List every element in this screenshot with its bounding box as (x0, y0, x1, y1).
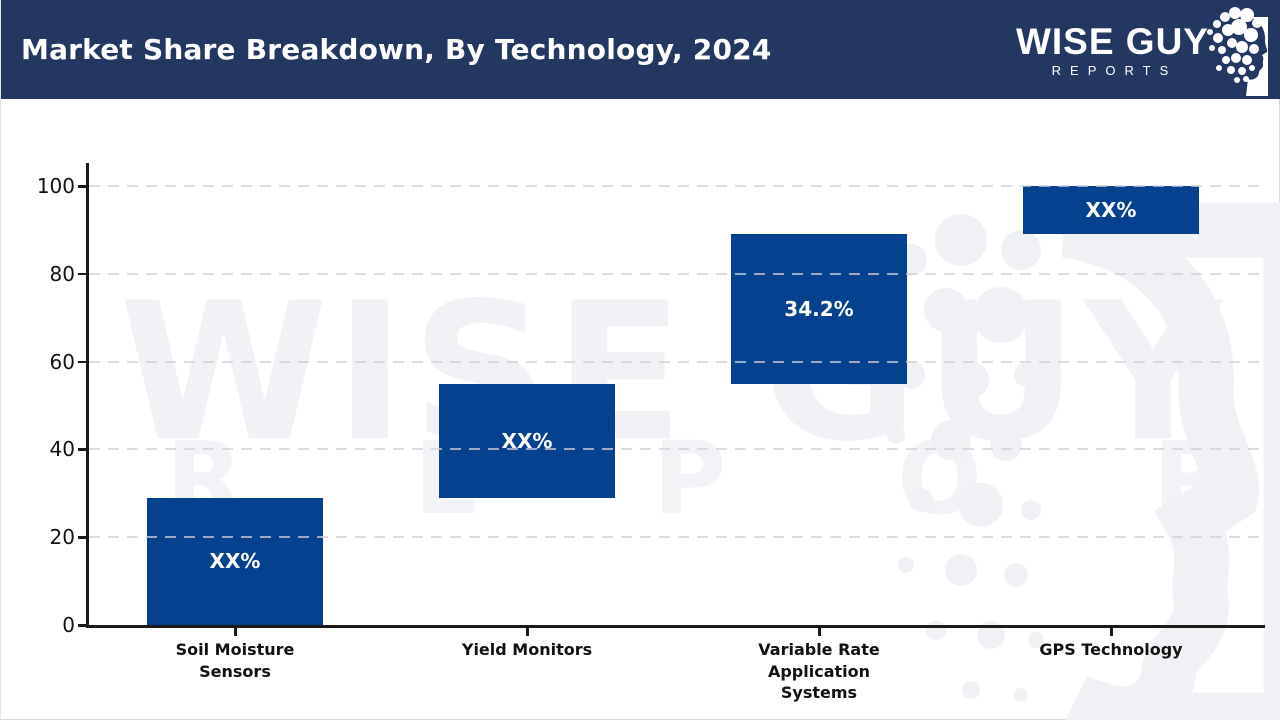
x-axis-spine (89, 625, 1265, 628)
watermark-text-line1: WISE GUY (119, 262, 1228, 483)
y-gridline (89, 536, 1263, 539)
bar-segment: 34.2% (731, 234, 907, 385)
brand-logo-text: WISE GUY REPORTS (1016, 23, 1209, 77)
header-bar: Market Share Breakdown, By Technology, 2… (1, 0, 1280, 99)
y-tick (78, 360, 86, 364)
bar-value-label: XX% (1085, 198, 1137, 223)
y-gridline (89, 448, 1263, 451)
y-tick (78, 272, 86, 276)
y-tick-label: 40 (49, 437, 75, 462)
y-gridline (89, 360, 1263, 363)
x-tick (526, 628, 529, 636)
brand-dotted-head-icon (1207, 6, 1268, 96)
x-tick (234, 628, 237, 636)
y-axis-spine (86, 163, 89, 628)
y-tick-label: 80 (49, 261, 75, 286)
y-gridline (89, 185, 1263, 187)
watermark-text-line2: R E P O R T S (166, 420, 1280, 537)
y-tick-label: 100 (36, 174, 75, 198)
chart-title: Market Share Breakdown, By Technology, 2… (21, 33, 772, 66)
y-tick-label: 20 (49, 525, 75, 550)
brand-subname: REPORTS (1051, 62, 1178, 78)
brand-logo: WISE GUY REPORTS (1016, 4, 1269, 96)
y-tick (78, 185, 86, 188)
y-gridline (89, 272, 1263, 275)
y-tick-label: 0 (62, 613, 75, 637)
brand-name: WISE GUY (1015, 20, 1209, 62)
x-category-label: Yield Monitors (461, 640, 593, 659)
y-tick (78, 624, 86, 627)
y-tick (78, 536, 86, 539)
bar-segment: XX% (439, 384, 615, 498)
x-tick (1110, 628, 1113, 636)
x-category-label: GPS Technology (1039, 640, 1183, 659)
y-tick (78, 448, 86, 451)
x-tick (818, 628, 821, 636)
bar-segment: XX% (1023, 186, 1199, 235)
x-category-label: Variable Rate Application Systems (758, 640, 880, 703)
y-tick-label: 60 (49, 349, 75, 374)
bar-value-label: 34.2% (784, 297, 854, 322)
x-category-label: Soil Moisture Sensors (175, 640, 295, 681)
bar-segment: XX% (147, 497, 323, 625)
bar-value-label: XX% (209, 549, 261, 574)
